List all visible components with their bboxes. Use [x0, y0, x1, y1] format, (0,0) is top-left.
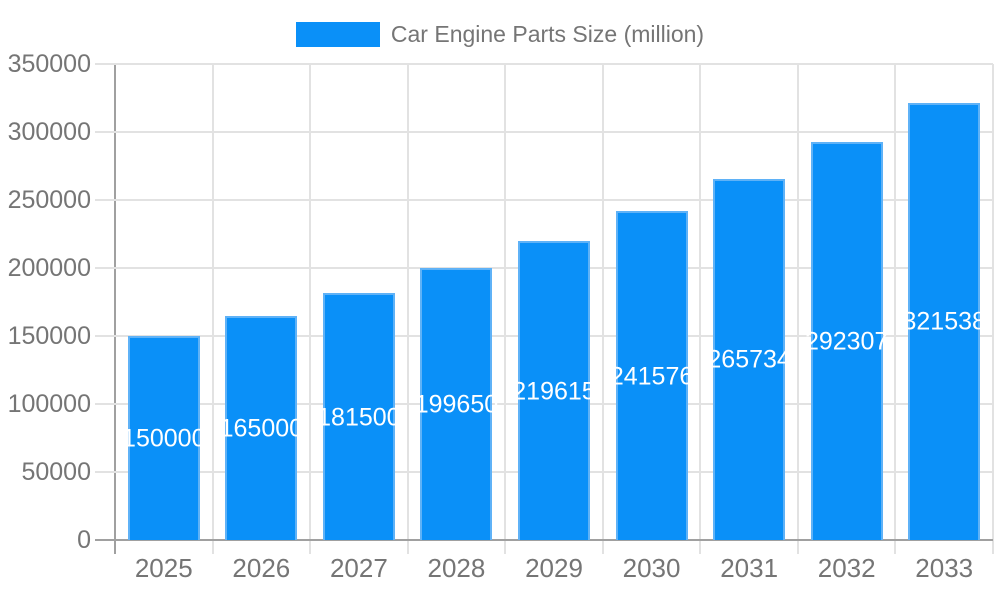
vertical-gridline	[699, 64, 702, 554]
x-axis-baseline	[95, 539, 993, 541]
x-axis-tick-label: 2027	[329, 553, 388, 583]
vertical-gridline	[796, 64, 799, 554]
y-axis-tick-label: 350000	[7, 50, 91, 78]
horizontal-gridline	[95, 63, 993, 65]
vertical-gridline	[406, 64, 409, 554]
bar[interactable]: 219615	[512, 241, 596, 540]
bar[interactable]: 165000	[220, 315, 303, 540]
y-axis-tick-label: 150000	[7, 322, 91, 350]
legend-swatch	[295, 22, 380, 47]
vertical-gridline	[992, 64, 994, 554]
bar-value-label: 181500	[317, 403, 401, 432]
vertical-gridline	[504, 64, 507, 554]
bar-value-label: 265734	[707, 345, 791, 374]
bar-value-label: 241576	[609, 362, 694, 391]
y-axis-line	[114, 64, 116, 554]
y-axis-tick-label: 0	[77, 526, 91, 554]
x-axis-tick-label: 2029	[525, 553, 583, 583]
x-axis-tick-label: 2030	[622, 553, 681, 583]
vertical-gridline	[894, 64, 897, 554]
x-axis-tick-label: 2033	[915, 553, 974, 583]
bar[interactable]: 199650	[415, 268, 498, 540]
x-axis-tick-label: 2026	[232, 553, 291, 583]
x-axis-tick-label: 2031	[720, 553, 779, 583]
vertical-gridline	[309, 64, 312, 554]
vertical-gridline	[601, 64, 604, 554]
horizontal-gridline	[95, 199, 993, 201]
y-axis-tick-label: 250000	[7, 186, 91, 214]
legend-label: Car Engine Parts Size (million)	[390, 21, 705, 47]
bar[interactable]: 241576	[610, 211, 693, 540]
bar-value-label: 219615	[512, 377, 596, 406]
chart-legend[interactable]: Car Engine Parts Size (million)	[0, 21, 1000, 48]
x-axis-tick-label: 2025	[134, 553, 193, 583]
y-axis-tick-label: 100000	[7, 390, 91, 418]
bar[interactable]: 181500	[317, 293, 401, 540]
x-axis-tick-label: 2028	[427, 553, 486, 583]
vertical-gridline	[211, 64, 214, 554]
bar-value-label: 292307	[804, 327, 889, 356]
x-axis-tick-label: 2032	[817, 553, 876, 583]
bar[interactable]: 321538	[903, 102, 986, 540]
bar-value-label: 321538	[902, 307, 986, 336]
bar-value-label: 165000	[219, 414, 304, 443]
bar[interactable]: 150000	[122, 336, 205, 540]
y-axis-tick-label: 300000	[7, 118, 91, 146]
bar[interactable]: 265734	[707, 178, 791, 540]
bar-value-label: 150000	[122, 424, 206, 453]
y-axis-tick-label: 50000	[21, 458, 91, 486]
horizontal-gridline	[95, 131, 993, 133]
bar-value-label: 199650	[414, 390, 499, 419]
bar[interactable]: 292307	[805, 142, 888, 540]
y-axis-tick-label: 200000	[7, 254, 91, 282]
